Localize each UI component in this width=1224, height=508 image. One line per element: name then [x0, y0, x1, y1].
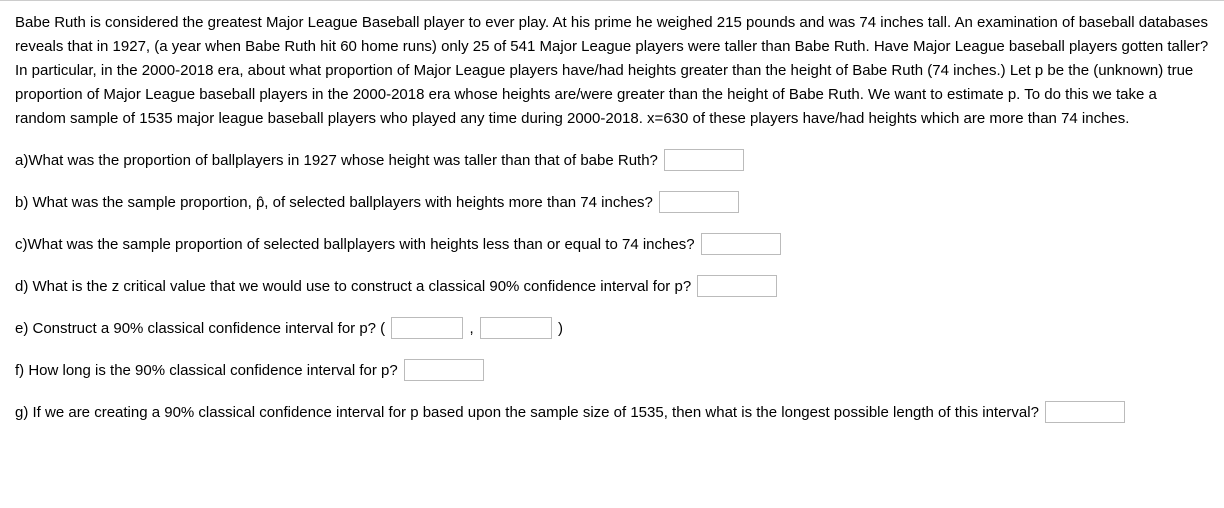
question-b-text-pre: b) What was the sample proportion,	[15, 194, 256, 211]
answer-a-input[interactable]	[664, 149, 744, 171]
question-d-text: d) What is the z critical value that we …	[15, 278, 691, 295]
question-e-text-pre: e) Construct a 90% classical confidence …	[15, 320, 385, 337]
question-container: Babe Ruth is considered the greatest Maj…	[0, 0, 1224, 453]
intro-paragraph: Babe Ruth is considered the greatest Maj…	[15, 11, 1209, 131]
question-f: f) How long is the 90% classical confide…	[15, 359, 1209, 383]
question-a-text: a)What was the proportion of ballplayers…	[15, 152, 658, 169]
answer-b-input[interactable]	[659, 191, 739, 213]
question-c: c)What was the sample proportion of sele…	[15, 233, 1209, 257]
answer-f-input[interactable]	[404, 359, 484, 381]
question-b-text-post: , of selected ballplayers with heights m…	[264, 194, 653, 211]
question-e-text-post: )	[558, 320, 563, 337]
question-f-text: f) How long is the 90% classical confide…	[15, 362, 398, 379]
answer-e-lower-input[interactable]	[391, 317, 463, 339]
answer-d-input[interactable]	[697, 275, 777, 297]
answer-c-input[interactable]	[701, 233, 781, 255]
answer-g-input[interactable]	[1045, 401, 1125, 423]
question-d: d) What is the z critical value that we …	[15, 275, 1209, 299]
answer-e-upper-input[interactable]	[480, 317, 552, 339]
question-b: b) What was the sample proportion, p̂, o…	[15, 191, 1209, 215]
question-e-comma: ,	[470, 320, 478, 337]
question-c-text: c)What was the sample proportion of sele…	[15, 236, 695, 253]
question-e: e) Construct a 90% classical confidence …	[15, 317, 1209, 341]
question-g-text: g) If we are creating a 90% classical co…	[15, 404, 1039, 421]
question-g: g) If we are creating a 90% classical co…	[15, 401, 1209, 425]
phat-symbol: p̂	[256, 191, 264, 215]
question-a: a)What was the proportion of ballplayers…	[15, 149, 1209, 173]
